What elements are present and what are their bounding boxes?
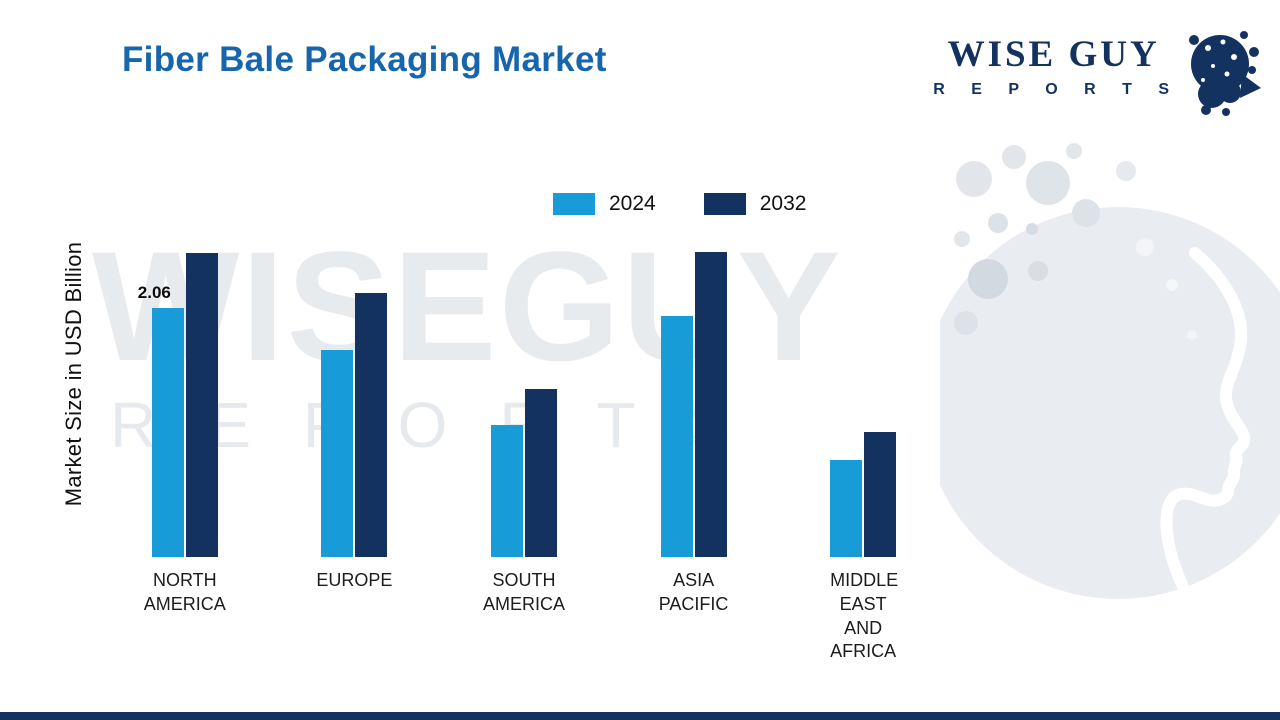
legend-item-2032: 2032 (703, 192, 807, 216)
category-label-1: EUROPE (316, 570, 393, 590)
bar-pair (830, 247, 897, 557)
bar-pair (660, 247, 727, 557)
bar-2032-category-4 (864, 432, 897, 557)
gray-head-silhouette-graphic (922, 135, 1280, 605)
page-title: Fiber Bale Packaging Market (122, 40, 607, 79)
category-label-2: SOUTH AMERICA (482, 570, 565, 614)
category-label-0: NORTH AMERICA (143, 570, 226, 614)
legend-label-2032: 2032 (759, 192, 807, 215)
bar-2032-category-0 (185, 253, 218, 557)
bar-group-4: MIDDLE EAST AND AFRICA (781, 247, 945, 664)
bar-2024-category-1 (321, 350, 354, 557)
brand-logo: WISE GUY R E P O R T S (927, 26, 1264, 122)
bar-2024-category-4 (830, 460, 863, 557)
chart-legend: 2024 2032 (553, 192, 806, 216)
brand-head-icon (1182, 26, 1264, 122)
bar-group-0: 2.06 NORTH AMERICA (103, 247, 267, 664)
head-profile-illustration (922, 143, 1280, 599)
logo-head-icon (1189, 31, 1261, 116)
brand-logo-text: WISE GUY R E P O R T S (927, 36, 1180, 99)
bar-pair (490, 247, 557, 557)
bar-2032-category-3 (694, 252, 727, 557)
legend-swatch-2024 (553, 193, 595, 215)
brand-name: WISE GUY (947, 34, 1160, 75)
bar-value-label: 2.06 (137, 283, 171, 302)
legend-item-2024: 2024 (553, 192, 656, 216)
bar-pair (321, 247, 388, 557)
bar-pair: 2.06 (138, 247, 218, 557)
brand-subtitle: R E P O R T S (933, 81, 1180, 98)
legend-swatch-2032 (703, 193, 746, 215)
bar-2024-category-0 (151, 308, 184, 557)
bar-2024-category-3 (660, 316, 693, 557)
bar-group-1: EUROPE (272, 247, 436, 664)
bar-2024-category-2 (490, 425, 523, 557)
bar-group-2: SOUTH AMERICA (442, 247, 606, 664)
bar-2032-category-1 (355, 293, 388, 557)
bar-2032-category-2 (524, 389, 557, 557)
bar-chart: 2.06 NORTH AMERICA EUROPE SOUTH AMERICA ASIA… (100, 247, 948, 664)
y-axis-label: Market Size in USD Billion (61, 241, 86, 507)
legend-label-2024: 2024 (609, 192, 656, 215)
bar-group-3: ASIA PACIFIC (612, 247, 776, 664)
bottom-accent-bar (0, 712, 1280, 720)
category-label-3: ASIA PACIFIC (658, 570, 729, 614)
category-label-4: MIDDLE EAST AND AFRICA (830, 570, 899, 662)
